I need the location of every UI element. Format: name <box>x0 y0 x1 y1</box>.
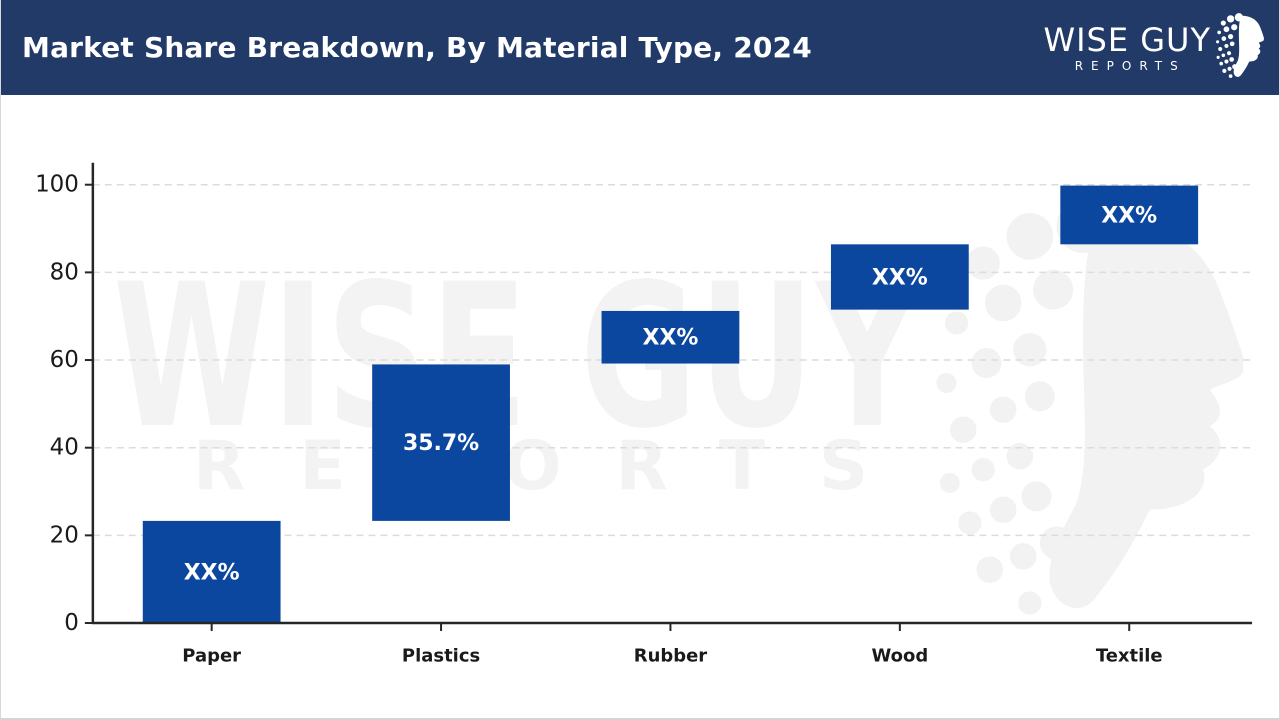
y-axis-tick-label: 0 <box>64 610 79 636</box>
x-axis-category-label: Plastics <box>402 645 480 666</box>
bar-value-label: XX% <box>1101 203 1157 228</box>
x-axis-category-label: Textile <box>1096 645 1163 666</box>
bar-rubber <box>601 310 740 364</box>
bar-value-label: 35.7% <box>403 431 479 456</box>
bar-paper <box>142 520 281 624</box>
bar-value-label: XX% <box>184 560 240 585</box>
page-title: Market Share Breakdown, By Material Type… <box>22 31 812 64</box>
y-axis-tick-label: 80 <box>50 259 79 285</box>
x-axis-category-label: Wood <box>871 645 928 666</box>
x-axis-category-label: Paper <box>182 645 241 666</box>
wiseguy-face-icon <box>1215 13 1267 83</box>
y-axis-tick-label: 60 <box>50 347 79 373</box>
wiseguy-logo: WISE GUY REPORTS <box>1043 13 1267 83</box>
bar-value-label: XX% <box>643 326 699 351</box>
logo-subtitle: REPORTS <box>1074 58 1186 73</box>
logo-wordmark: WISE GUY <box>1043 20 1211 59</box>
x-axis-category-label: Rubber <box>634 645 708 666</box>
header-bar: Market Share Breakdown, By Material Type… <box>1 0 1279 95</box>
bar-plastics <box>372 364 510 521</box>
y-axis-tick-label: 20 <box>50 522 79 548</box>
bar-value-label: XX% <box>872 265 928 290</box>
y-axis-tick-label: 100 <box>35 172 79 198</box>
y-axis-tick-label: 40 <box>50 435 79 461</box>
